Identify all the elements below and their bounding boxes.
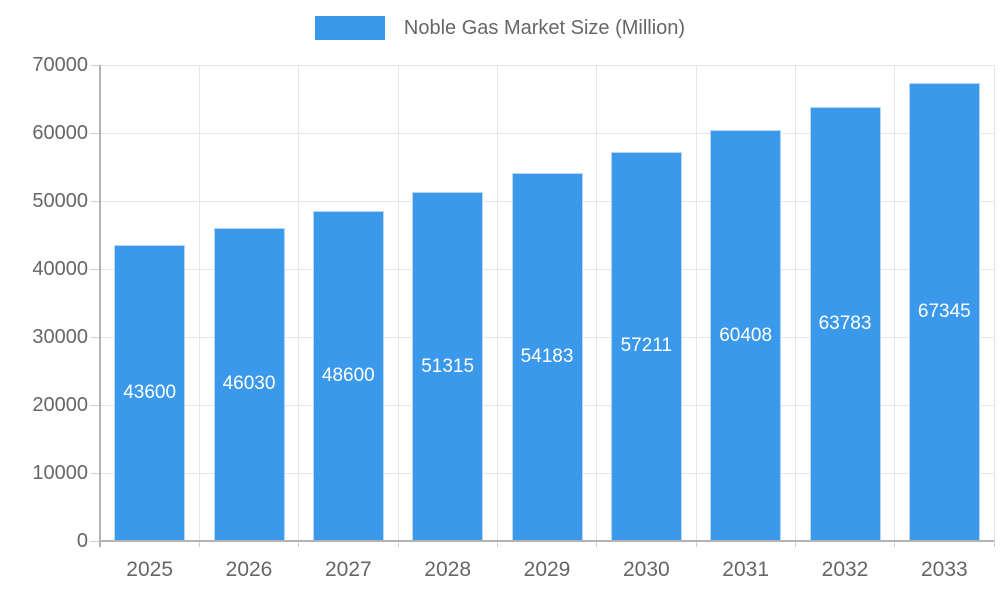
gridline-y-70000 — [100, 64, 994, 66]
bar-2029 — [511, 172, 583, 540]
y-tick-label-40000: 40000 — [32, 258, 88, 280]
y-tick-mark-70000 — [90, 64, 100, 66]
bar-value-label-2030: 57211 — [620, 335, 673, 357]
bar-value-label-2031: 60408 — [719, 324, 773, 346]
y-tick-label-0: 0 — [76, 530, 88, 552]
x-tick-mark-4 — [496, 541, 498, 547]
gridline-x-boundary-8 — [894, 65, 896, 541]
x-tick-mark-1 — [198, 541, 200, 547]
x-tick-mark-2 — [298, 541, 300, 547]
gridline-x-boundary-7 — [794, 65, 796, 541]
x-tick-label-2027: 2027 — [324, 558, 372, 581]
x-axis-line — [100, 540, 994, 542]
x-tick-mark-7 — [794, 541, 796, 547]
bar-value-label-2028: 51315 — [421, 355, 475, 377]
y-tick-label-20000: 20000 — [32, 394, 88, 416]
gridline-x-boundary-6 — [695, 65, 697, 541]
x-tick-label-2031: 2031 — [722, 558, 770, 581]
gridline-x-boundary-2 — [298, 65, 300, 541]
y-tick-mark-30000 — [90, 336, 100, 338]
bar-value-label-2029: 54183 — [520, 345, 574, 367]
bar-2025 — [114, 244, 186, 540]
bar-2033 — [908, 83, 980, 540]
gridline-x-boundary-1 — [198, 65, 200, 541]
y-tick-label-30000: 30000 — [32, 326, 88, 348]
legend-label: Noble Gas Market Size (Million) — [403, 17, 686, 39]
y-tick-label-70000: 70000 — [32, 54, 88, 76]
legend[interactable]: Noble Gas Market Size (Million) — [0, 16, 1000, 40]
y-tick-mark-40000 — [90, 268, 100, 270]
x-tick-mark-8 — [894, 541, 896, 547]
bar-value-label-2033: 67345 — [917, 301, 971, 323]
bar-value-label-2025: 43600 — [123, 381, 177, 403]
gridline-x-boundary-3 — [397, 65, 399, 541]
gridline-x-boundary-9 — [993, 65, 995, 541]
gridline-x-boundary-4 — [496, 65, 498, 541]
x-tick-label-2032: 2032 — [821, 558, 869, 581]
x-tick-label-2029: 2029 — [523, 558, 571, 581]
bar-2026 — [213, 227, 285, 540]
x-tick-label-2026: 2026 — [225, 558, 273, 581]
x-tick-mark-9 — [993, 541, 995, 547]
bar-2030 — [610, 151, 682, 540]
y-tick-mark-50000 — [90, 200, 100, 202]
x-tick-mark-3 — [397, 541, 399, 547]
y-axis-line — [99, 65, 101, 547]
bar-value-label-2026: 46030 — [222, 373, 276, 395]
bar-2027 — [312, 210, 384, 540]
x-tick-label-2033: 2033 — [920, 558, 968, 581]
x-tick-mark-6 — [695, 541, 697, 547]
gridline-y-60000 — [100, 132, 994, 134]
y-tick-mark-60000 — [90, 132, 100, 134]
bar-2031 — [710, 130, 782, 540]
x-tick-mark-5 — [596, 541, 598, 547]
bar-2028 — [412, 192, 484, 540]
bar-2032 — [809, 107, 881, 540]
y-tick-label-10000: 10000 — [32, 462, 88, 484]
y-tick-label-60000: 60000 — [32, 122, 88, 144]
x-tick-label-2030: 2030 — [622, 558, 670, 581]
legend-swatch — [314, 16, 385, 40]
bar-value-label-2027: 48600 — [321, 364, 375, 386]
bar-value-label-2032: 63783 — [818, 313, 872, 335]
x-tick-label-2028: 2028 — [424, 558, 472, 581]
x-tick-label-2025: 2025 — [126, 558, 174, 581]
y-tick-label-50000: 50000 — [32, 190, 88, 212]
y-tick-mark-0 — [90, 540, 100, 542]
y-tick-mark-20000 — [90, 404, 100, 406]
gridline-x-boundary-5 — [596, 65, 598, 541]
y-tick-mark-10000 — [90, 472, 100, 474]
